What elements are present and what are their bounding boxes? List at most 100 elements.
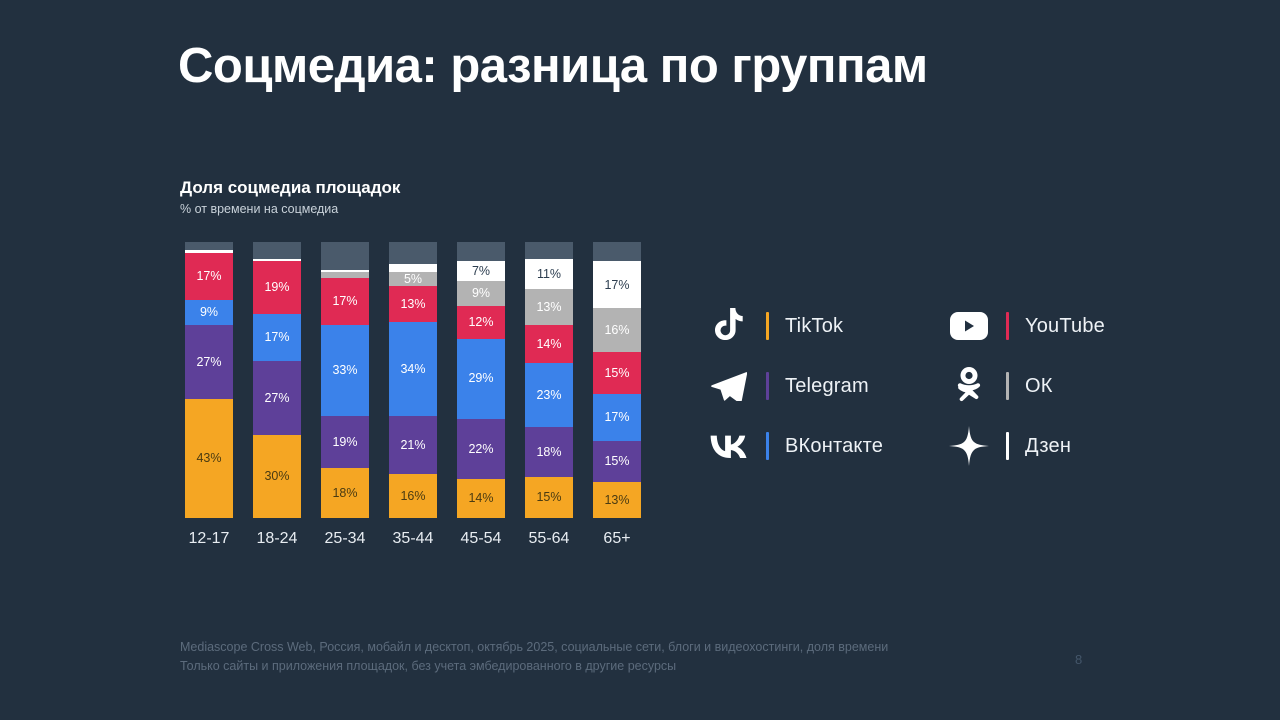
- chart-heading: Доля соцмедиа площадок: [180, 178, 401, 197]
- bar-segment: 16%: [389, 473, 437, 518]
- bar-segment: 43%: [185, 399, 233, 518]
- legend-label: Telegram: [785, 374, 869, 397]
- x-axis-label: 55-64: [528, 530, 570, 547]
- bar-segment: 17%: [593, 261, 641, 309]
- bar-column: 18% 19% 33% 17% 25-34: [321, 242, 369, 547]
- bar-segment: 30%: [253, 435, 301, 518]
- bar-segment-label: 30%: [264, 469, 290, 484]
- legend-item-youtube[interactable]: YouTube: [946, 306, 1176, 346]
- bar-segment-label: 15%: [604, 365, 630, 380]
- bar-stack: 18% 19% 33% 17%: [321, 242, 369, 518]
- legend-row: ВКонтакте Дзен: [706, 416, 1176, 476]
- bar-segment-label: 16%: [604, 323, 630, 338]
- bar-segment: 34%: [389, 322, 437, 416]
- bar-segment: 13%: [593, 482, 641, 518]
- bar-segment-label: 22%: [468, 441, 494, 456]
- x-axis-label: 45-54: [460, 530, 502, 547]
- legend-item-telegram[interactable]: Telegram: [706, 366, 946, 406]
- chart-legend: TikTok YouTube Telegram ОК ВКонтакте Дзен: [706, 296, 1176, 476]
- bar-segment-label: 13%: [604, 492, 630, 507]
- bar-segment: [321, 272, 369, 278]
- bar-segment: [253, 258, 301, 262]
- bar-stack: 43% 27% 9% 17%: [185, 242, 233, 518]
- telegram-icon: [706, 366, 752, 406]
- bar-segment-label: 16%: [400, 488, 426, 503]
- bar-segment-label: 18%: [332, 485, 358, 500]
- bar-segment-label: 17%: [196, 269, 222, 284]
- bar-stack: 30% 27% 17% 19%: [253, 242, 301, 518]
- dzen-icon: [946, 426, 992, 466]
- bar-column: 30% 27% 17% 19% 18-24: [253, 242, 301, 547]
- bar-column: 15% 18% 23% 14% 13% 11% 55-64: [525, 242, 573, 547]
- bar-segment: 9%: [185, 299, 233, 325]
- bar-segment-label: 15%: [536, 490, 562, 505]
- bar-segment-label: 9%: [471, 285, 491, 300]
- bar-segment: 13%: [525, 288, 573, 325]
- bar-segment-label: 12%: [468, 314, 494, 329]
- legend-item-вконтакте[interactable]: ВКонтакте: [706, 426, 946, 466]
- bar-segment-label: 19%: [264, 280, 290, 295]
- legend-color-swatch: [1006, 312, 1009, 340]
- bar-segment: 17%: [321, 277, 369, 325]
- legend-label: YouTube: [1025, 314, 1105, 337]
- page-title: Соцмедиа: разница по группам: [178, 39, 928, 93]
- chart-subheading: % от времени на соцмедиа: [180, 202, 339, 216]
- bar-segment: [389, 264, 437, 273]
- bar-segment: [593, 242, 641, 262]
- legend-row: Telegram ОК: [706, 356, 1176, 416]
- bar-segment: 17%: [185, 253, 233, 300]
- bar-segment-label: 11%: [536, 266, 562, 281]
- legend-color-swatch: [1006, 432, 1009, 460]
- bar-segment: 15%: [593, 440, 641, 483]
- bar-segment: [457, 242, 505, 262]
- bar-stack: 14% 22% 29% 12% 9% 7%: [457, 242, 505, 518]
- bar-segment: 23%: [525, 363, 573, 427]
- bar-column: 16% 21% 34% 13% 5% 35-44: [389, 242, 437, 547]
- bar-segment: 9%: [457, 280, 505, 306]
- stacked-bar-chart: 43% 27% 9% 17% 12-17 30% 27% 17% 19% 18-24 18% 19% 3…: [185, 242, 641, 547]
- bar-segment: 15%: [525, 476, 573, 518]
- bar-stack: 13% 15% 17% 15% 16% 17%: [593, 242, 641, 518]
- bar-segment-label: 27%: [196, 354, 222, 369]
- bar-segment: 12%: [457, 305, 505, 339]
- bar-segment: 11%: [525, 258, 573, 289]
- bar-segment: 17%: [253, 313, 301, 361]
- bar-column: 13% 15% 17% 15% 16% 17% 65+: [593, 242, 641, 547]
- bar-segment: 21%: [389, 415, 437, 474]
- bar-segment-label: 14%: [468, 491, 494, 506]
- bar-segment: 14%: [525, 324, 573, 364]
- bar-segment-label: 43%: [196, 451, 222, 466]
- bar-stack: 15% 18% 23% 14% 13% 11%: [525, 242, 573, 518]
- bar-segment-label: 17%: [604, 277, 630, 292]
- bar-segment: 18%: [321, 468, 369, 518]
- page-number: 8: [1075, 652, 1083, 667]
- legend-item-tiktok[interactable]: TikTok: [706, 306, 946, 346]
- legend-item-дзен[interactable]: Дзен: [946, 426, 1176, 466]
- bar-segment: 33%: [321, 324, 369, 416]
- legend-color-swatch: [766, 312, 769, 340]
- bar-segment-label: 9%: [199, 305, 219, 320]
- bar-segment: 19%: [321, 415, 369, 469]
- bar-segment: [321, 242, 369, 270]
- legend-item-ок[interactable]: ОК: [946, 366, 1176, 406]
- legend-color-swatch: [766, 372, 769, 400]
- bar-segment: [389, 242, 437, 265]
- bar-segment-label: 33%: [332, 363, 358, 378]
- x-axis-label: 12-17: [188, 530, 230, 547]
- x-axis-label: 18-24: [256, 530, 298, 547]
- bar-segment: 29%: [457, 338, 505, 419]
- bar-segment-label: 13%: [400, 296, 426, 311]
- bar-segment-label: 23%: [536, 387, 562, 402]
- bar-segment: 27%: [253, 360, 301, 436]
- bar-segment: 7%: [457, 261, 505, 281]
- bar-segment-label: 19%: [332, 434, 358, 449]
- bar-segment-label: 21%: [400, 437, 426, 452]
- bar-segment-label: 15%: [604, 454, 630, 469]
- bar-segment: 17%: [593, 393, 641, 441]
- bar-segment-label: 17%: [332, 294, 358, 309]
- x-axis-label: 25-34: [324, 530, 366, 547]
- legend-label: TikTok: [785, 314, 844, 337]
- x-axis-label: 65+: [603, 530, 631, 547]
- youtube-icon: [946, 306, 992, 346]
